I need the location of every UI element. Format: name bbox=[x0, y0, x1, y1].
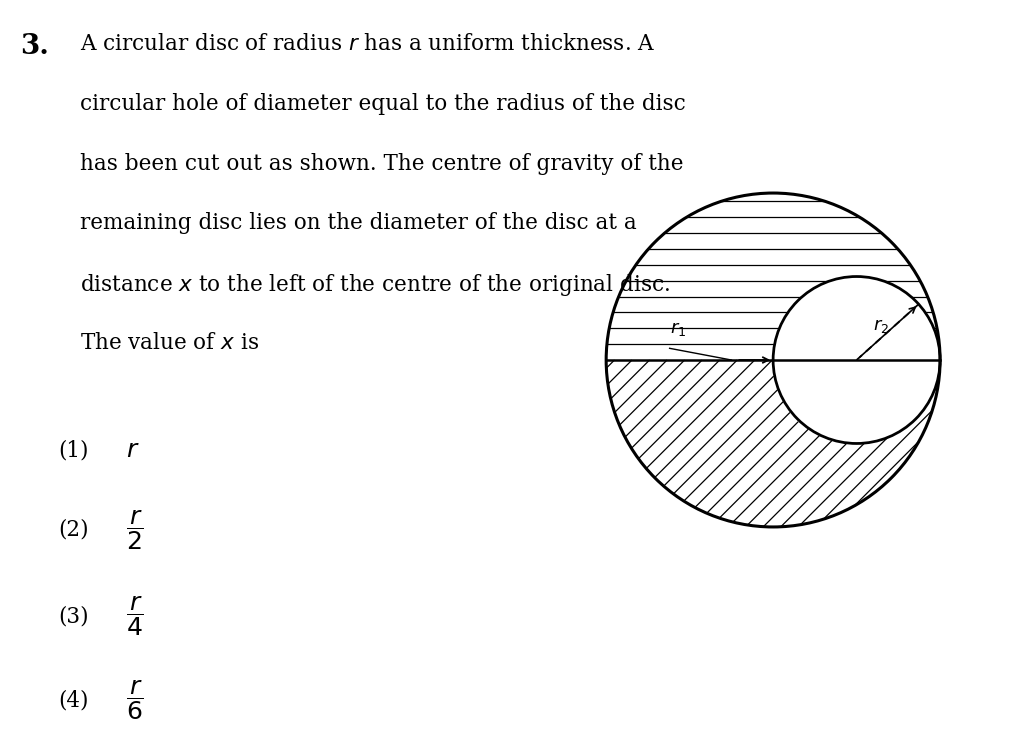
Text: remaining disc lies on the diameter of the disc at a: remaining disc lies on the diameter of t… bbox=[80, 212, 637, 234]
Text: 3.: 3. bbox=[20, 33, 49, 60]
Text: $r_2$: $r_2$ bbox=[873, 317, 890, 335]
Text: A circular disc of radius $r$ has a uniform thickness. A: A circular disc of radius $r$ has a unif… bbox=[80, 33, 655, 55]
Text: $\dfrac{r}{6}$: $\dfrac{r}{6}$ bbox=[126, 679, 144, 722]
Text: circular hole of diameter equal to the radius of the disc: circular hole of diameter equal to the r… bbox=[80, 93, 686, 115]
Circle shape bbox=[773, 277, 940, 443]
Text: $\dfrac{r}{4}$: $\dfrac{r}{4}$ bbox=[126, 594, 144, 638]
Text: distance $x$ to the left of the centre of the original disc.: distance $x$ to the left of the centre o… bbox=[80, 272, 670, 298]
Text: (2): (2) bbox=[58, 519, 89, 541]
Text: (1): (1) bbox=[58, 440, 89, 461]
Text: (4): (4) bbox=[58, 689, 89, 712]
Text: $r_1$: $r_1$ bbox=[670, 320, 686, 338]
Text: has been cut out as shown. The centre of gravity of the: has been cut out as shown. The centre of… bbox=[80, 152, 684, 175]
Text: (3): (3) bbox=[58, 605, 89, 627]
Text: The value of $x$ is: The value of $x$ is bbox=[80, 332, 259, 354]
Text: $\dfrac{r}{2}$: $\dfrac{r}{2}$ bbox=[126, 508, 144, 552]
Text: $r$: $r$ bbox=[126, 439, 140, 462]
